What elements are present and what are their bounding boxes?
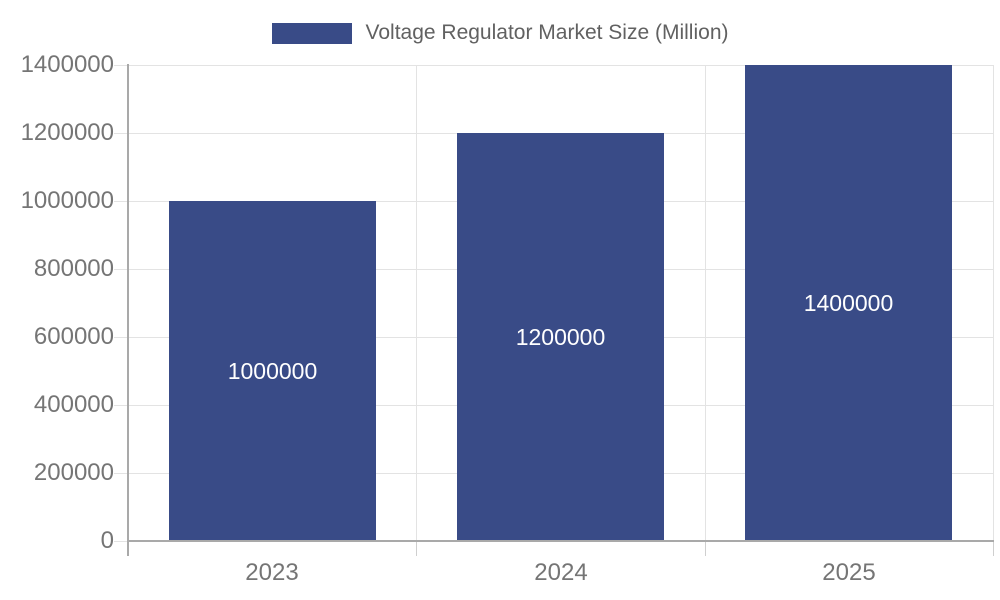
x-axis-tick: [993, 541, 994, 556]
y-axis-tick: [114, 65, 128, 66]
bar-value-label: 1400000: [803, 290, 894, 316]
legend-swatch[interactable]: [271, 22, 352, 44]
y-axis-tick-label: 1400000: [20, 51, 114, 78]
bar-value-label: 1200000: [515, 324, 606, 350]
bar-2025[interactable]: [745, 65, 952, 541]
x-axis-tick: [416, 541, 417, 556]
y-axis-tick: [114, 201, 128, 202]
y-axis-tick: [114, 405, 128, 406]
legend[interactable]: Voltage Regulator Market Size (Million): [0, 21, 1000, 45]
x-axis-tick-label: 2023: [245, 559, 299, 586]
x-axis-tick-label: 2025: [822, 559, 876, 586]
x-axis-line: [128, 540, 994, 542]
y-axis-tick-label: 1200000: [20, 119, 114, 146]
y-axis-tick: [114, 269, 128, 270]
gridline-vertical: [705, 65, 706, 541]
bar-2023[interactable]: [169, 201, 376, 541]
y-axis-tick-label: 600000: [33, 323, 114, 350]
gridline-horizontal: [128, 65, 993, 66]
y-axis-tick: [114, 473, 128, 474]
y-axis-tick-label: 1000000: [20, 187, 114, 214]
bar-value-label: 1000000: [227, 358, 318, 384]
x-axis-tick-label: 2024: [534, 559, 588, 586]
legend-label: Voltage Regulator Market Size (Million): [365, 21, 729, 44]
y-axis-tick: [114, 133, 128, 134]
gridline-vertical: [416, 65, 417, 541]
y-axis-tick-label: 0: [100, 527, 114, 554]
bar-2024[interactable]: [457, 133, 664, 541]
y-axis-tick-label: 400000: [33, 391, 114, 418]
y-axis-tick-label: 800000: [33, 255, 114, 282]
y-axis-line: [127, 64, 129, 556]
y-axis-tick: [114, 541, 128, 542]
x-axis-tick: [705, 541, 706, 556]
y-axis-tick-label: 200000: [33, 459, 114, 486]
y-axis-tick: [114, 337, 128, 338]
gridline-vertical: [993, 65, 994, 541]
